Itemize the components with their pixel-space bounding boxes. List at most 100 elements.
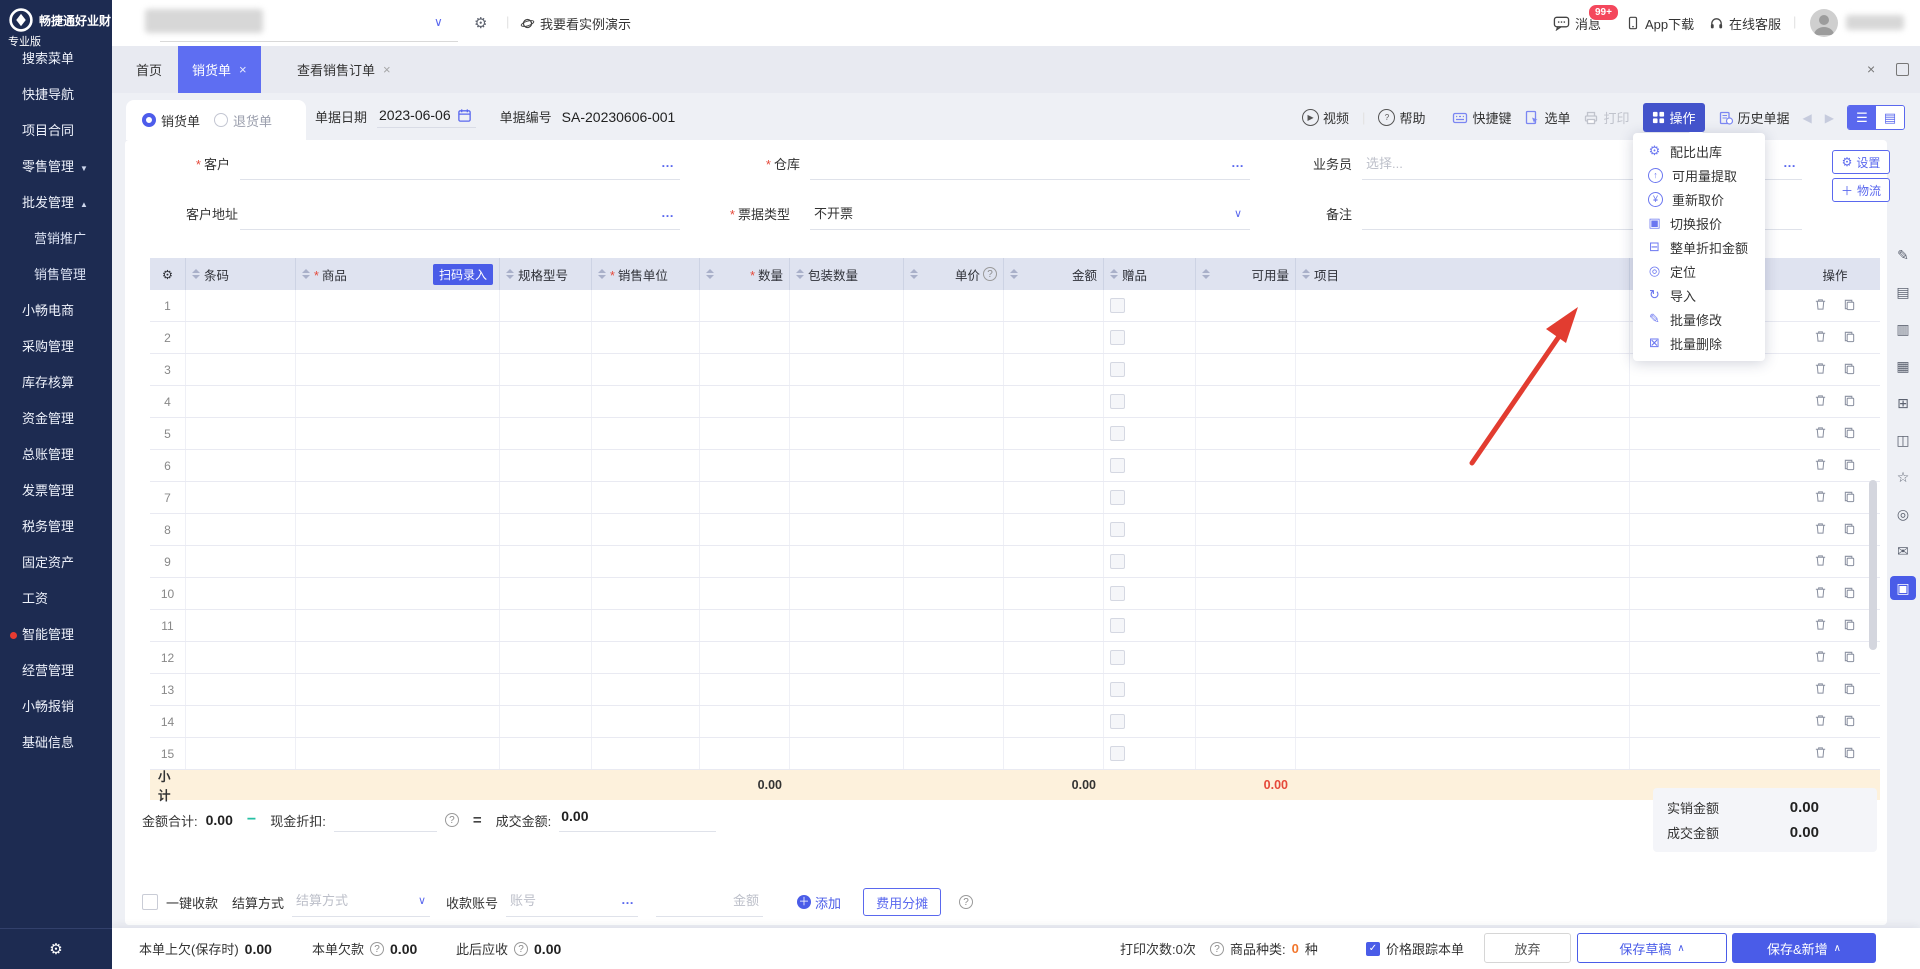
next-page-icon[interactable]: ▶ [1824,110,1834,125]
cell-gift[interactable] [1104,290,1196,321]
cell-product[interactable] [296,706,500,737]
logistics-button[interactable]: ＋ 物流 [1832,178,1890,202]
cell-qty[interactable] [700,738,790,769]
sidebar-item-17[interactable]: 智能管理 [0,620,112,650]
pick-order-button[interactable]: 选单 [1524,108,1570,127]
cell-spec[interactable] [500,418,592,449]
sort-icon[interactable] [796,269,804,279]
customer-field[interactable]: … [240,150,680,180]
cell-qty[interactable] [700,546,790,577]
cell-available[interactable] [1196,354,1296,385]
cell-amount[interactable] [1004,322,1104,353]
menu-item-8[interactable]: ✎ 批量修改 [1633,307,1765,331]
history-button[interactable]: 历史单据 [1718,108,1790,127]
sidebar-item-18[interactable]: 经营管理 [0,656,112,686]
delete-row-icon[interactable] [1814,746,1827,762]
cell-available[interactable] [1196,610,1296,641]
copy-row-icon[interactable] [1843,650,1856,666]
tab-home[interactable]: 首页 [136,63,163,78]
delete-row-icon[interactable] [1814,714,1827,730]
doc-date-field[interactable]: 2023-06-06 [377,105,476,128]
menu-item-9[interactable]: ⊠ 批量删除 [1633,331,1765,355]
side-tool-target-icon[interactable]: ◎ [1896,505,1910,522]
demo-link[interactable]: 我要看实例演示 [520,0,631,46]
cell-project[interactable] [1296,290,1630,321]
cell-gift[interactable] [1104,450,1196,481]
cell-product[interactable] [296,674,500,705]
cell-price[interactable] [904,322,1004,353]
cell-project[interactable] [1296,514,1630,545]
salesman-field[interactable]: 选择... … [1362,150,1802,180]
cell-gift[interactable] [1104,610,1196,641]
cell-price[interactable] [904,738,1004,769]
sidebar-item-5[interactable]: 批发管理 ▲ [0,188,112,218]
warehouse-lookup-icon[interactable]: … [1231,155,1244,170]
gift-checkbox[interactable] [1110,330,1125,345]
cell-project[interactable] [1296,354,1630,385]
cell-amount[interactable] [1004,514,1104,545]
add-payment-button[interactable]: ＋ 添加 [797,895,842,911]
cell-gift[interactable] [1104,386,1196,417]
cell-price[interactable] [904,610,1004,641]
debt-help-icon[interactable]: ? [370,941,385,956]
sidebar-item-1[interactable]: 搜索菜单 [0,44,112,74]
cell-qty[interactable] [700,578,790,609]
cell-pack-qty[interactable] [790,738,904,769]
sidebar-item-13[interactable]: 发票管理 [0,476,112,506]
column-header-qty[interactable]: * 数量 [700,258,790,290]
cell-qty[interactable] [700,354,790,385]
cell-pack-qty[interactable] [790,354,904,385]
column-header-barcode[interactable]: 条码 [186,258,296,290]
price-help-icon[interactable]: ? [983,267,997,281]
cell-gift[interactable] [1104,514,1196,545]
cell-barcode[interactable] [186,386,296,417]
sidebar-item-10[interactable]: 库存核算 [0,368,112,398]
gift-checkbox[interactable] [1110,362,1125,377]
sort-icon[interactable] [506,269,514,279]
cell-unit[interactable] [592,738,700,769]
sidebar-item-6[interactable]: 营销推广 [0,224,112,254]
sidebar-item-12[interactable]: 总账管理 [0,440,112,470]
delete-row-icon[interactable] [1814,650,1827,666]
expense-share-button[interactable]: 费用分摊 [863,888,942,916]
cell-spec[interactable] [500,738,592,769]
cell-amount[interactable] [1004,354,1104,385]
copy-row-icon[interactable] [1843,586,1856,602]
chevron-down-icon[interactable]: ∨ [1233,208,1242,220]
cell-product[interactable] [296,578,500,609]
warehouse-field[interactable]: … [810,150,1250,180]
cell-gift[interactable] [1104,482,1196,513]
cell-qty[interactable] [700,418,790,449]
copy-row-icon[interactable] [1843,490,1856,506]
copy-row-icon[interactable] [1843,682,1856,698]
cell-amount[interactable] [1004,674,1104,705]
sidebar-settings[interactable]: ⚙ [0,928,112,969]
salesman-lookup-icon[interactable]: … [1783,155,1796,170]
cell-qty[interactable] [700,514,790,545]
menu-item-1[interactable]: ⚙ 配比出库 [1633,139,1765,163]
gift-checkbox[interactable] [1110,426,1125,441]
delete-row-icon[interactable] [1814,522,1827,538]
cell-project[interactable] [1296,546,1630,577]
app-download-button[interactable]: App下载 [1626,0,1694,46]
cell-unit[interactable] [592,386,700,417]
delete-row-icon[interactable] [1814,298,1827,314]
cell-available[interactable] [1196,386,1296,417]
sidebar-item-20[interactable]: 基础信息 [0,728,112,758]
sort-icon[interactable] [302,269,310,279]
settings-button[interactable]: ⚙ 设置 [1832,150,1890,174]
cell-available[interactable] [1196,706,1296,737]
cell-barcode[interactable] [186,738,296,769]
cell-project[interactable] [1296,450,1630,481]
print-button[interactable]: 打印 [1583,108,1630,127]
cell-barcode[interactable] [186,514,296,545]
cell-product[interactable] [296,546,500,577]
cell-barcode[interactable] [186,354,296,385]
scan-entry-button[interactable]: 扫码录入 [432,263,493,285]
column-header-product[interactable]: * 商品 扫码录入 [296,258,500,290]
cell-available[interactable] [1196,322,1296,353]
action-menu-button[interactable]: 操作 [1642,103,1705,132]
avatar[interactable] [1810,9,1838,37]
cell-spec[interactable] [500,674,592,705]
cell-gift[interactable] [1104,578,1196,609]
